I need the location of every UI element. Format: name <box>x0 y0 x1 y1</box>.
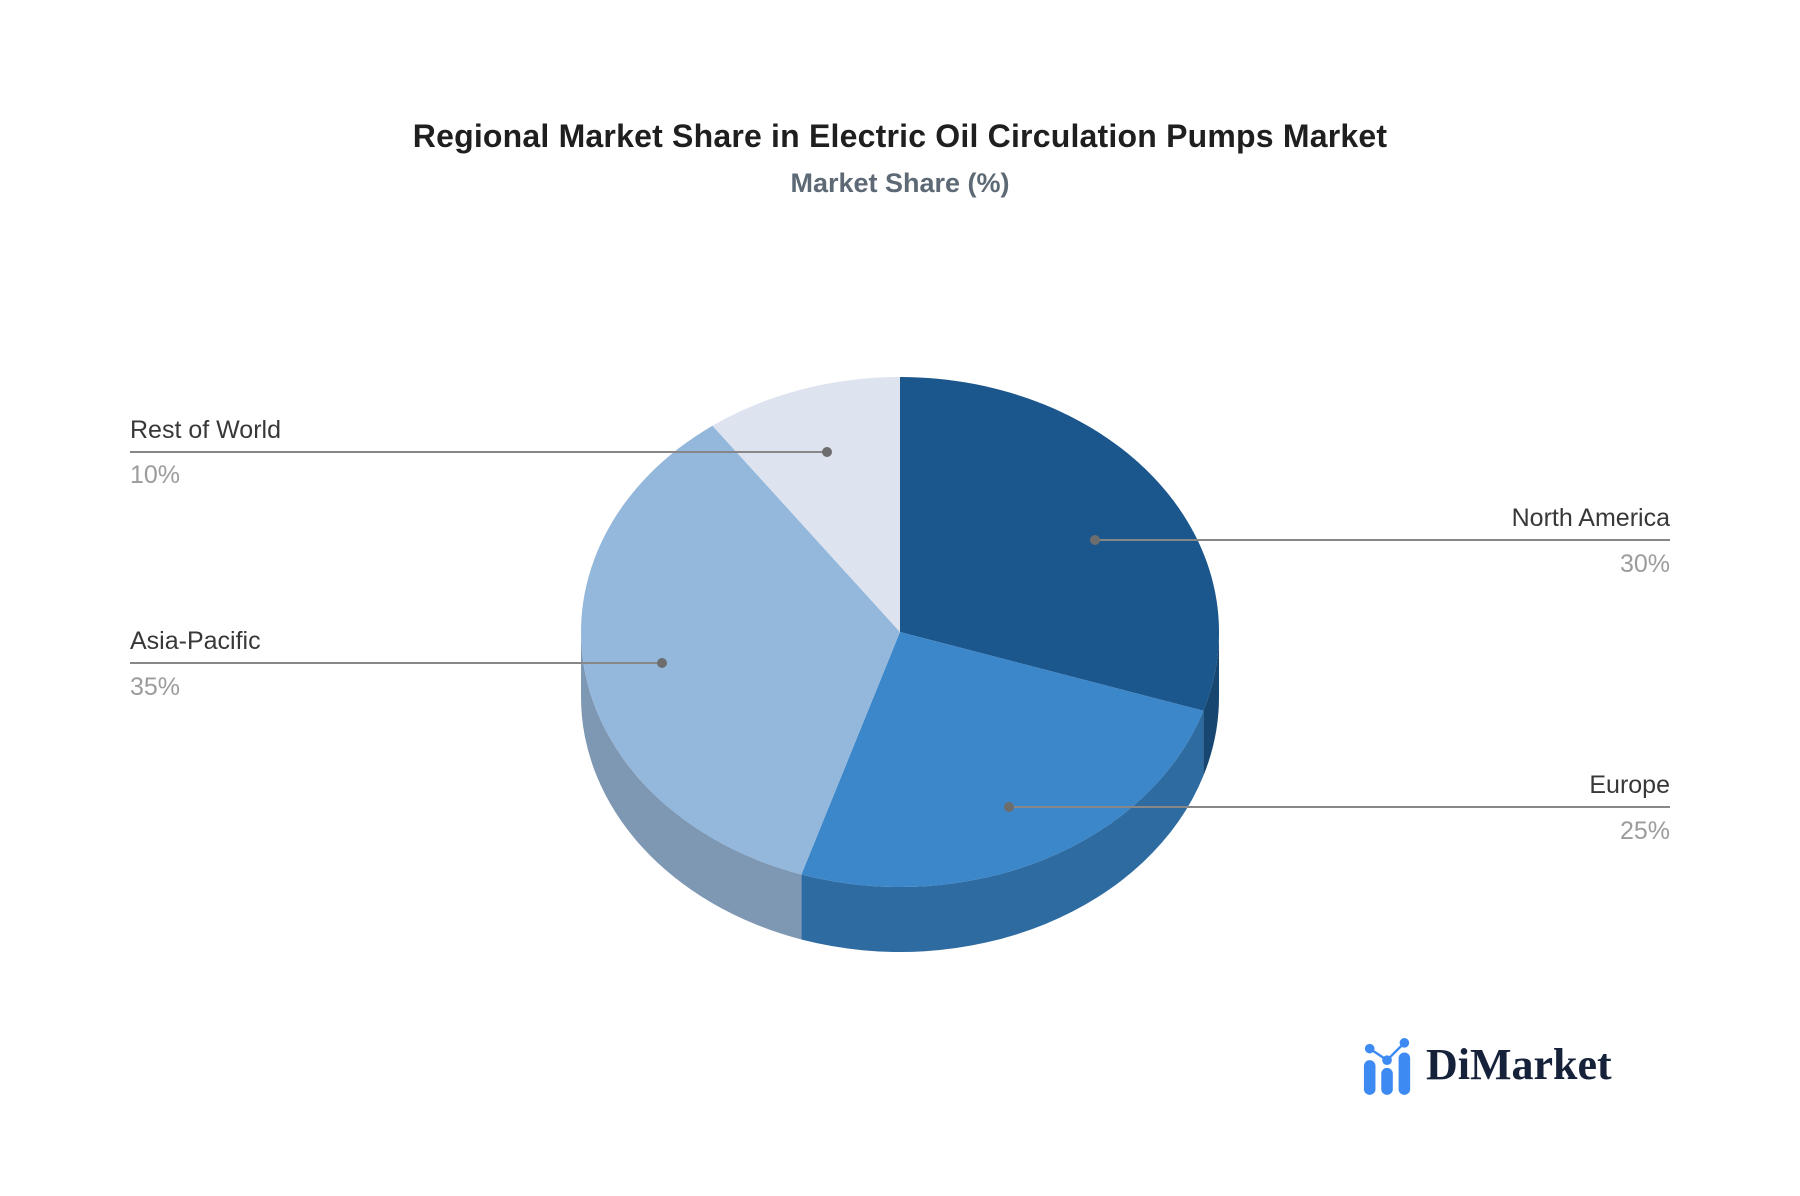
pie-slice-side-north-america <box>1203 632 1219 776</box>
leader-line-north-america <box>1095 539 1670 541</box>
leader-dot-north-america <box>1090 535 1100 545</box>
pie-slice-side-europe <box>801 710 1204 952</box>
pie-slice-north-america[interactable] <box>900 377 1220 711</box>
chart-title: Regional Market Share in Electric Oil Ci… <box>412 118 1388 154</box>
mini-bar-line-chart-icon <box>1363 1038 1411 1095</box>
callout-label-europe: Europe <box>1589 771 1670 799</box>
callout-value-europe: 25% <box>1619 817 1670 845</box>
callout-value-asia-pacific: 35% <box>130 673 181 701</box>
brand-name: DiMarket <box>1426 1040 1612 1089</box>
callout-label-rest-of-world: Rest of World <box>130 416 281 444</box>
callout-label-asia-pacific: Asia-Pacific <box>130 627 261 655</box>
pie-slice-europe[interactable] <box>801 632 1204 887</box>
leader-line-europe <box>1009 806 1670 808</box>
leader-dot-asia-pacific <box>657 658 667 668</box>
leader-line-rest-of-world <box>130 451 827 453</box>
callout-value-rest-of-world: 10% <box>130 461 181 489</box>
leader-dot-europe <box>1004 802 1014 812</box>
pie-slice-rest-of-world[interactable] <box>712 377 901 632</box>
pie-slice-asia-pacific[interactable] <box>581 425 900 875</box>
callout-label-north-america: North America <box>1511 504 1670 532</box>
leader-dot-rest-of-world <box>822 447 832 457</box>
leader-line-asia-pacific <box>130 662 662 664</box>
callout-value-north-america: 30% <box>1619 550 1670 578</box>
chart-subtitle: Market Share (%) <box>790 168 1010 198</box>
pie-slice-side-asia-pacific <box>581 632 802 940</box>
brand-logo: DiMarket <box>1362 1034 1612 1096</box>
